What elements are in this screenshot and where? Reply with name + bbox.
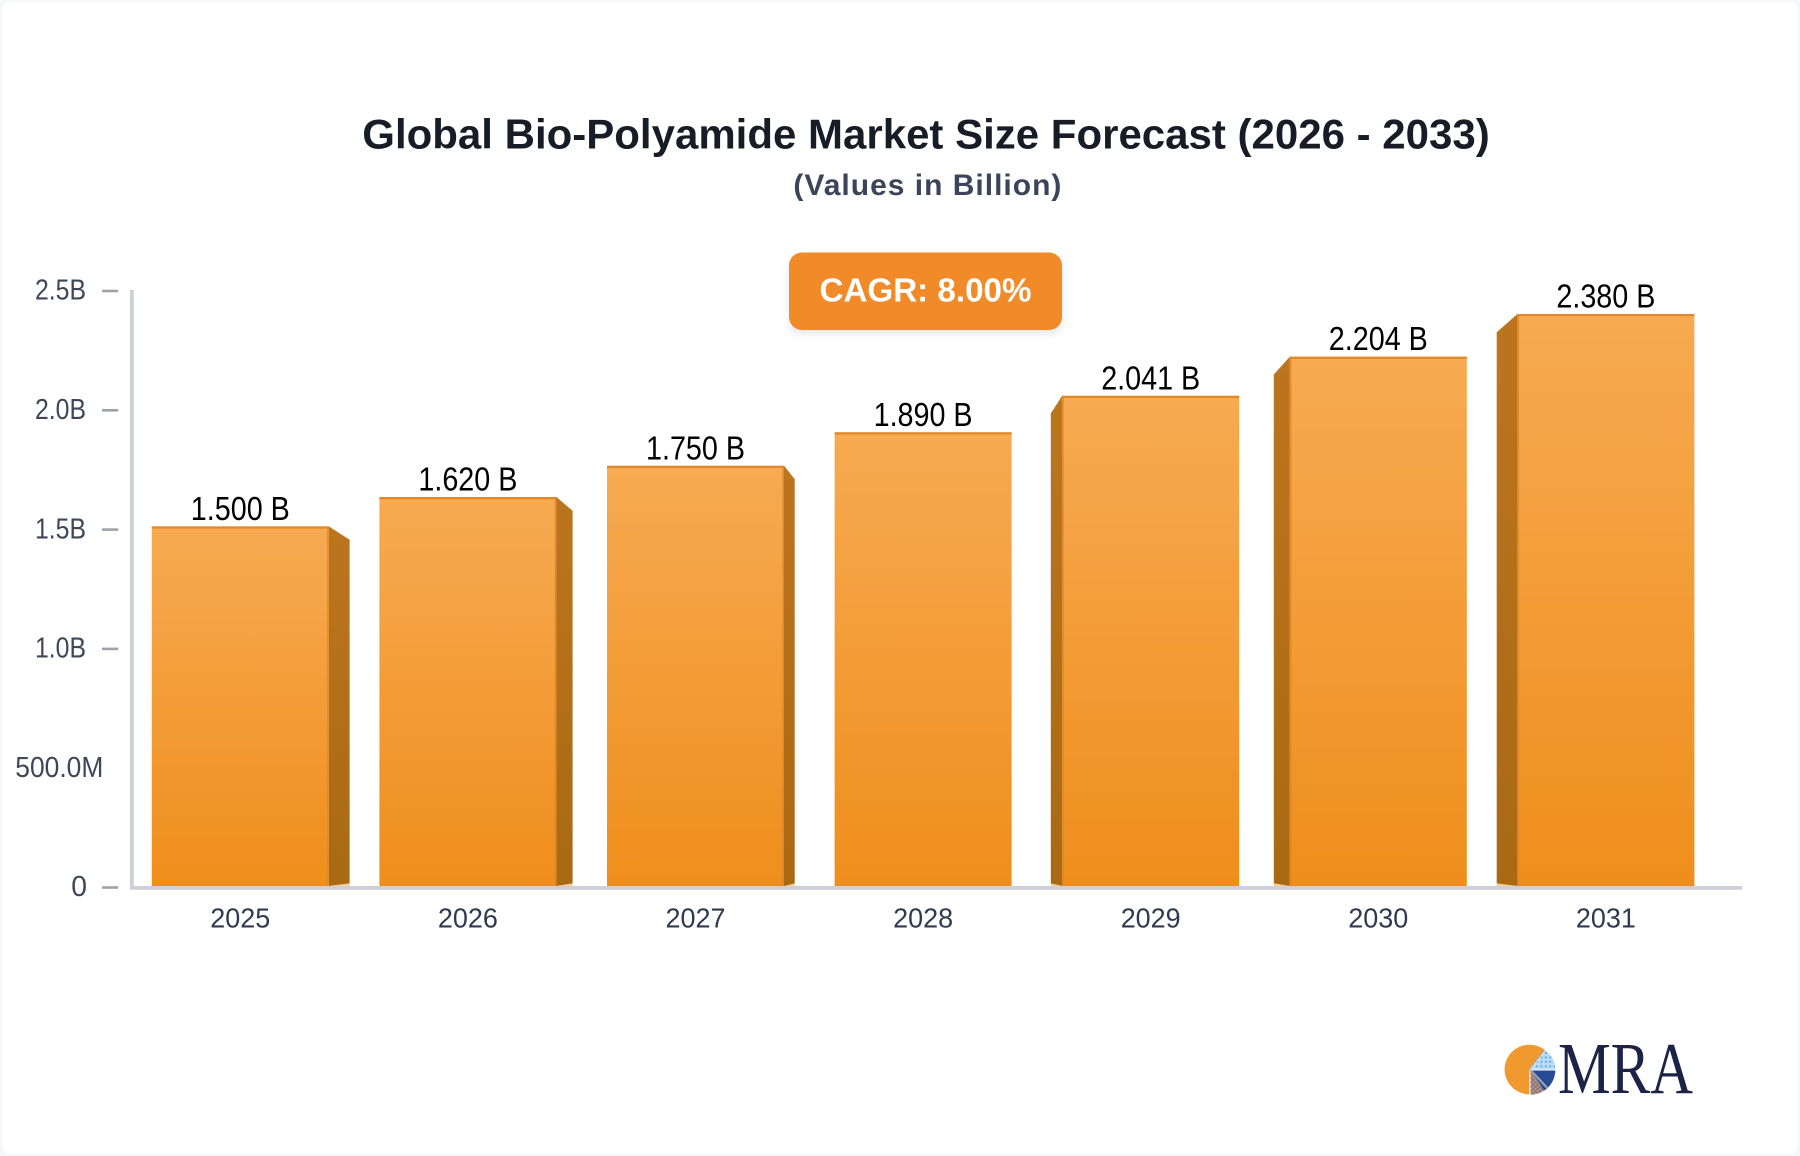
svg-text:Global Bio-Polyamide Market Si: Global Bio-Polyamide Market Size Forecas… <box>362 111 1489 158</box>
svg-text:2031: 2031 <box>1576 902 1636 933</box>
svg-text:2.380 B: 2.380 B <box>1556 278 1655 315</box>
svg-text:1.500 B: 1.500 B <box>191 490 290 527</box>
svg-text:2.204 B: 2.204 B <box>1329 320 1428 357</box>
svg-text:2025: 2025 <box>210 902 270 933</box>
svg-text:2027: 2027 <box>666 902 726 933</box>
svg-text:2028: 2028 <box>893 902 953 933</box>
svg-text:2026: 2026 <box>438 902 498 933</box>
svg-text:0: 0 <box>71 870 87 902</box>
svg-text:1.750 B: 1.750 B <box>646 429 745 466</box>
svg-text:500.0M: 500.0M <box>15 751 103 783</box>
svg-text:1.5B: 1.5B <box>35 512 86 544</box>
svg-text:2.041 B: 2.041 B <box>1101 359 1200 396</box>
svg-text:2.0B: 2.0B <box>35 393 86 425</box>
svg-text:CAGR: 8.00%: CAGR: 8.00% <box>820 273 1032 310</box>
svg-text:2030: 2030 <box>1348 902 1408 933</box>
svg-text:1.890 B: 1.890 B <box>874 396 973 433</box>
svg-text:(Values in Billion): (Values in Billion) <box>793 169 1061 202</box>
svg-text:2.5B: 2.5B <box>35 274 86 306</box>
svg-text:2029: 2029 <box>1121 902 1181 933</box>
svg-text:1.0B: 1.0B <box>35 632 86 664</box>
svg-text:MRA: MRA <box>1558 1028 1693 1109</box>
svg-text:1.620 B: 1.620 B <box>418 461 517 498</box>
